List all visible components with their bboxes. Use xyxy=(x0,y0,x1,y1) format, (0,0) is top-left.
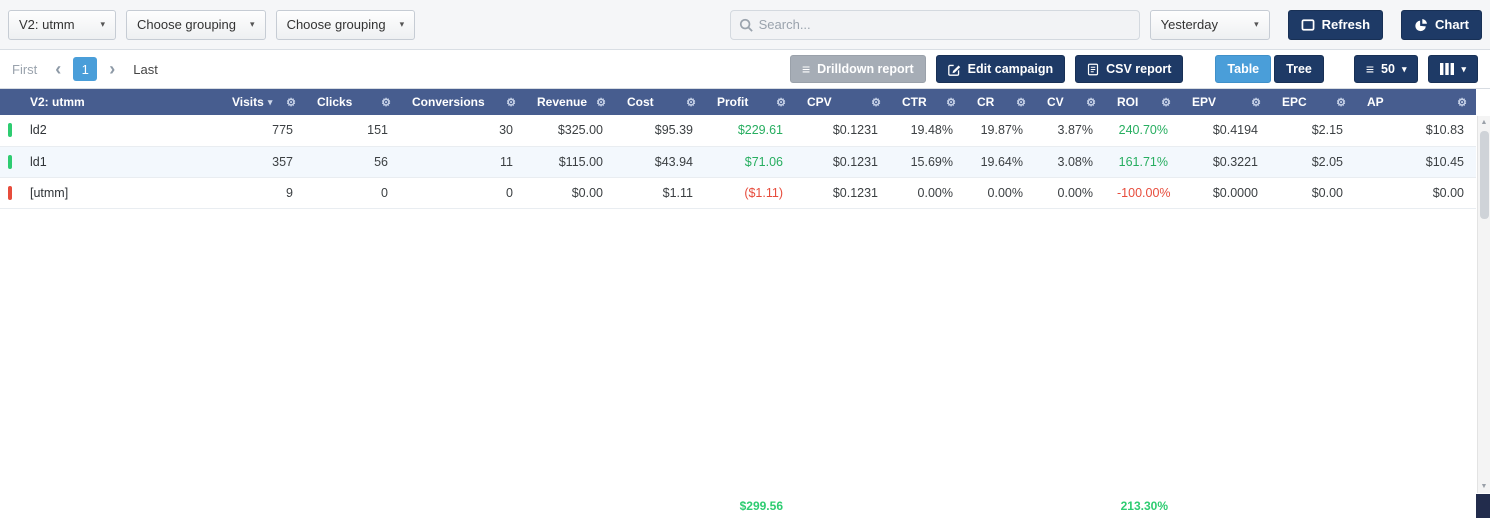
sort-desc-icon: ▾ xyxy=(267,96,273,107)
grouping-select-1[interactable]: Choose grouping ▾ xyxy=(126,9,266,40)
report-table-area: V2: utmm Visits ▾ ⚙ Clicks ⚙ Conversions… xyxy=(0,88,1490,518)
scrollbar-thumb[interactable] xyxy=(1480,131,1489,219)
column-header-revenue[interactable]: Revenue ⚙ xyxy=(525,89,615,115)
drilldown-report-label: Drilldown report xyxy=(817,62,914,76)
column-header-cpv[interactable]: CPV ⚙ xyxy=(795,89,890,115)
table-empty-area xyxy=(0,208,1490,494)
gear-icon[interactable]: ⚙ xyxy=(1457,96,1467,109)
gear-icon[interactable]: ⚙ xyxy=(1016,96,1026,109)
column-header-epv[interactable]: EPV ⚙ xyxy=(1180,89,1270,115)
table-header-row: V2: utmm Visits ▾ ⚙ Clicks ⚙ Conversions… xyxy=(0,89,1476,115)
edit-campaign-label: Edit campaign xyxy=(967,62,1054,76)
column-header-cost[interactable]: Cost ⚙ xyxy=(615,89,705,115)
edit-pencil-icon xyxy=(947,64,960,76)
table-row[interactable]: ld2 775 151 30 $325.00 $95.39 $229.61 $0… xyxy=(0,115,1476,147)
drilldown-report-button[interactable]: ≡ Drilldown report xyxy=(789,55,926,83)
search-input[interactable] xyxy=(729,9,1140,40)
top-toolbar: V2: utmm ▾ Choose grouping ▾ Choose grou… xyxy=(0,0,1490,50)
scroll-up-icon[interactable]: ▲ xyxy=(1480,119,1488,126)
chevron-down-icon: ▾ xyxy=(1401,63,1407,74)
chevron-down-icon: ▾ xyxy=(250,19,255,29)
view-tree-button[interactable]: Tree xyxy=(1274,55,1324,83)
column-header-ctr[interactable]: CTR ⚙ xyxy=(890,89,965,115)
table-row[interactable]: ld1 357 56 11 $115.00 $43.94 $71.06 $0.1… xyxy=(0,146,1476,178)
chevron-right-icon[interactable]: › xyxy=(109,59,116,79)
csv-report-button[interactable]: CSV report xyxy=(1075,55,1184,83)
gear-icon[interactable]: ⚙ xyxy=(1336,96,1346,109)
pagination-last[interactable]: Last xyxy=(133,61,158,77)
column-header-roi[interactable]: ROI ⚙ xyxy=(1105,89,1180,115)
column-header-cv[interactable]: CV ⚙ xyxy=(1035,89,1105,115)
chevron-down-icon: ▾ xyxy=(100,19,105,29)
column-header-clicks[interactable]: Clicks ⚙ xyxy=(305,89,400,115)
gear-icon[interactable]: ⚙ xyxy=(871,96,881,109)
refresh-label: Refresh xyxy=(1321,17,1371,32)
gear-icon[interactable]: ⚙ xyxy=(506,96,516,109)
chart-label: Chart xyxy=(1435,17,1469,32)
column-header-name[interactable]: V2: utmm xyxy=(0,89,220,115)
campaign-select-value: V2: utmm xyxy=(19,17,75,32)
chart-button[interactable]: Chart xyxy=(1401,9,1482,40)
column-header-visits[interactable]: Visits ▾ ⚙ xyxy=(220,89,305,115)
campaign-select[interactable]: V2: utmm ▾ xyxy=(8,9,116,40)
table-row[interactable]: [utmm] 9 0 0 $0.00 $1.11 ($1.11) $0.1231… xyxy=(0,177,1476,209)
columns-button[interactable]: ▾ xyxy=(1428,55,1478,83)
grouping-select-1-value: Choose grouping xyxy=(137,17,237,32)
column-header-epc[interactable]: EPC ⚙ xyxy=(1270,89,1355,115)
chevron-down-icon: ▾ xyxy=(1254,19,1259,29)
gear-icon[interactable]: ⚙ xyxy=(686,96,696,109)
grouping-select-2[interactable]: Choose grouping ▾ xyxy=(275,9,416,40)
date-range-select[interactable]: Yesterday ▾ xyxy=(1149,9,1270,40)
pie-chart-icon xyxy=(1415,18,1427,31)
view-table-label: Table xyxy=(1227,62,1260,76)
gear-icon[interactable]: ⚙ xyxy=(286,96,296,109)
status-indicator xyxy=(8,185,12,200)
rows-per-page-value: 50 xyxy=(1381,62,1395,76)
gear-icon[interactable]: ⚙ xyxy=(776,96,786,109)
list-icon: ≡ xyxy=(1365,61,1375,77)
report-table: V2: utmm Visits ▾ ⚙ Clicks ⚙ Conversions… xyxy=(0,89,1476,209)
column-header-ap[interactable]: AP ⚙ xyxy=(1355,89,1476,115)
gear-icon[interactable]: ⚙ xyxy=(1086,96,1096,109)
scroll-down-icon[interactable]: ▼ xyxy=(1480,483,1488,490)
chevron-down-icon: ▾ xyxy=(399,19,405,29)
gear-icon[interactable]: ⚙ xyxy=(381,96,391,109)
total-label: Total xyxy=(0,494,220,518)
gear-icon[interactable]: ⚙ xyxy=(596,96,606,109)
csv-file-icon xyxy=(1088,63,1099,75)
gear-icon[interactable]: ⚙ xyxy=(1161,96,1171,109)
column-header-conversions[interactable]: Conversions ⚙ xyxy=(400,89,525,115)
refresh-button[interactable]: Refresh xyxy=(1287,9,1384,40)
status-indicator xyxy=(8,123,12,138)
total-row: Total 1,141 207 41 $440.00 $140.44 $299.… xyxy=(0,494,1490,518)
pagination-page-1[interactable]: 1 xyxy=(73,57,98,81)
grouping-select-2-value: Choose grouping xyxy=(286,17,386,32)
vertical-scrollbar[interactable]: ▲ ▼ xyxy=(1477,116,1490,493)
chevron-down-icon: ▾ xyxy=(1461,63,1466,74)
edit-campaign-button[interactable]: Edit campaign xyxy=(935,55,1066,83)
gear-icon[interactable]: ⚙ xyxy=(1251,96,1261,109)
columns-icon xyxy=(1440,63,1455,75)
gear-icon[interactable]: ⚙ xyxy=(946,96,956,109)
view-tree-label: Tree xyxy=(1286,62,1312,76)
search-icon xyxy=(739,18,753,32)
rows-per-page-button[interactable]: ≡ 50 ▾ xyxy=(1353,55,1419,83)
pagination-first[interactable]: First xyxy=(12,61,38,77)
view-table-button[interactable]: Table xyxy=(1215,55,1272,83)
column-header-cr[interactable]: CR ⚙ xyxy=(965,89,1035,115)
sub-toolbar: First ‹ 1 › Last ≡ Drilldown report Edit… xyxy=(0,50,1490,88)
column-header-profit[interactable]: Profit ⚙ xyxy=(705,89,795,115)
chevron-left-icon[interactable]: ‹ xyxy=(55,59,62,79)
date-range-value: Yesterday xyxy=(1160,17,1218,32)
search-box xyxy=(729,9,1140,40)
status-indicator xyxy=(8,154,12,169)
csv-report-label: CSV report xyxy=(1106,62,1172,76)
list-icon: ≡ xyxy=(801,61,811,77)
refresh-icon xyxy=(1301,18,1315,31)
